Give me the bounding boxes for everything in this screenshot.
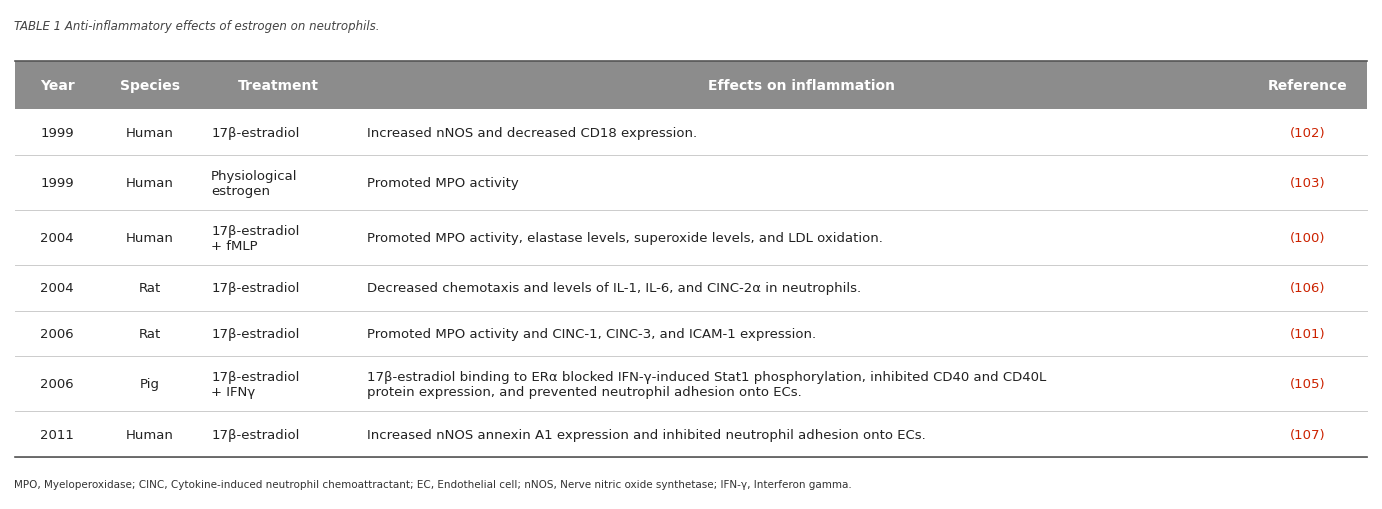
Text: Effects on inflammation: Effects on inflammation bbox=[709, 79, 896, 93]
FancyBboxPatch shape bbox=[15, 211, 1367, 266]
FancyBboxPatch shape bbox=[15, 62, 1367, 110]
Text: Promoted MPO activity and CINC-1, CINC-3, and ICAM-1 expression.: Promoted MPO activity and CINC-1, CINC-3… bbox=[366, 327, 815, 341]
Text: 17β-estradiol: 17β-estradiol bbox=[211, 126, 300, 139]
Text: (100): (100) bbox=[1289, 232, 1325, 245]
Text: 1999: 1999 bbox=[40, 126, 73, 139]
Text: Decreased chemotaxis and levels of IL-1, IL-6, and CINC-2α in neutrophils.: Decreased chemotaxis and levels of IL-1,… bbox=[366, 282, 861, 295]
Text: Year: Year bbox=[40, 79, 75, 93]
Text: Treatment: Treatment bbox=[238, 79, 319, 93]
Text: Rat: Rat bbox=[138, 327, 160, 341]
Text: 2006: 2006 bbox=[40, 378, 73, 390]
Text: 17β-estradiol
+ fMLP: 17β-estradiol + fMLP bbox=[211, 224, 300, 252]
Text: Human: Human bbox=[126, 232, 174, 245]
Text: Species: Species bbox=[120, 79, 180, 93]
FancyBboxPatch shape bbox=[15, 356, 1367, 412]
Text: (106): (106) bbox=[1289, 282, 1325, 295]
Text: 2004: 2004 bbox=[40, 282, 73, 295]
Text: Rat: Rat bbox=[138, 282, 160, 295]
Text: Human: Human bbox=[126, 177, 174, 190]
FancyBboxPatch shape bbox=[15, 412, 1367, 457]
Text: 17β-estradiol: 17β-estradiol bbox=[211, 282, 300, 295]
Text: Promoted MPO activity, elastase levels, superoxide levels, and LDL oxidation.: Promoted MPO activity, elastase levels, … bbox=[366, 232, 883, 245]
Text: 2006: 2006 bbox=[40, 327, 73, 341]
FancyBboxPatch shape bbox=[15, 311, 1367, 356]
FancyBboxPatch shape bbox=[15, 110, 1367, 156]
Text: Human: Human bbox=[126, 126, 174, 139]
FancyBboxPatch shape bbox=[15, 156, 1367, 211]
Text: Human: Human bbox=[126, 428, 174, 441]
Text: 17β-estradiol: 17β-estradiol bbox=[211, 327, 300, 341]
Text: Pig: Pig bbox=[140, 378, 160, 390]
Text: 2004: 2004 bbox=[40, 232, 73, 245]
Text: (107): (107) bbox=[1289, 428, 1325, 441]
Text: 17β-estradiol
+ IFNγ: 17β-estradiol + IFNγ bbox=[211, 370, 300, 398]
Text: Increased nNOS and decreased CD18 expression.: Increased nNOS and decreased CD18 expres… bbox=[366, 126, 697, 139]
Text: TABLE 1 Anti-inflammatory effects of estrogen on neutrophils.: TABLE 1 Anti-inflammatory effects of est… bbox=[14, 20, 379, 33]
Text: 2011: 2011 bbox=[40, 428, 75, 441]
Text: Reference: Reference bbox=[1267, 79, 1347, 93]
Text: 17β-estradiol binding to ERα blocked IFN-γ-induced Stat1 phosphorylation, inhibi: 17β-estradiol binding to ERα blocked IFN… bbox=[366, 370, 1046, 398]
Text: Physiological
estrogen: Physiological estrogen bbox=[211, 169, 297, 197]
FancyBboxPatch shape bbox=[15, 266, 1367, 311]
Text: (101): (101) bbox=[1289, 327, 1325, 341]
Text: (103): (103) bbox=[1289, 177, 1325, 190]
Text: 17β-estradiol: 17β-estradiol bbox=[211, 428, 300, 441]
Text: (102): (102) bbox=[1289, 126, 1325, 139]
Text: Promoted MPO activity: Promoted MPO activity bbox=[366, 177, 518, 190]
Text: Increased nNOS annexin A1 expression and inhibited neutrophil adhesion onto ECs.: Increased nNOS annexin A1 expression and… bbox=[366, 428, 926, 441]
Text: (105): (105) bbox=[1289, 378, 1325, 390]
Text: 1999: 1999 bbox=[40, 177, 73, 190]
Text: MPO, Myeloperoxidase; CINC, Cytokine-induced neutrophil chemoattractant; EC, End: MPO, Myeloperoxidase; CINC, Cytokine-ind… bbox=[14, 478, 851, 489]
